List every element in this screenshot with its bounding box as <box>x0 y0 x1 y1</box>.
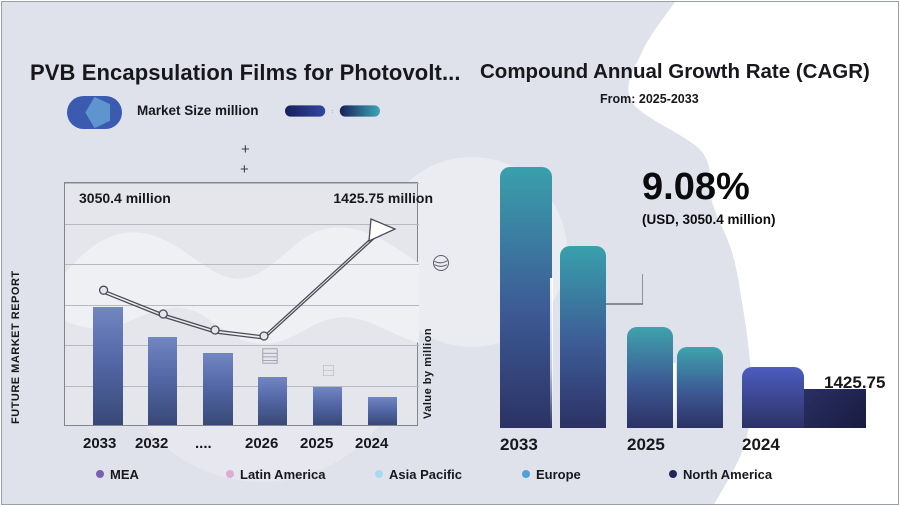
svg-text::: : <box>332 109 334 115</box>
